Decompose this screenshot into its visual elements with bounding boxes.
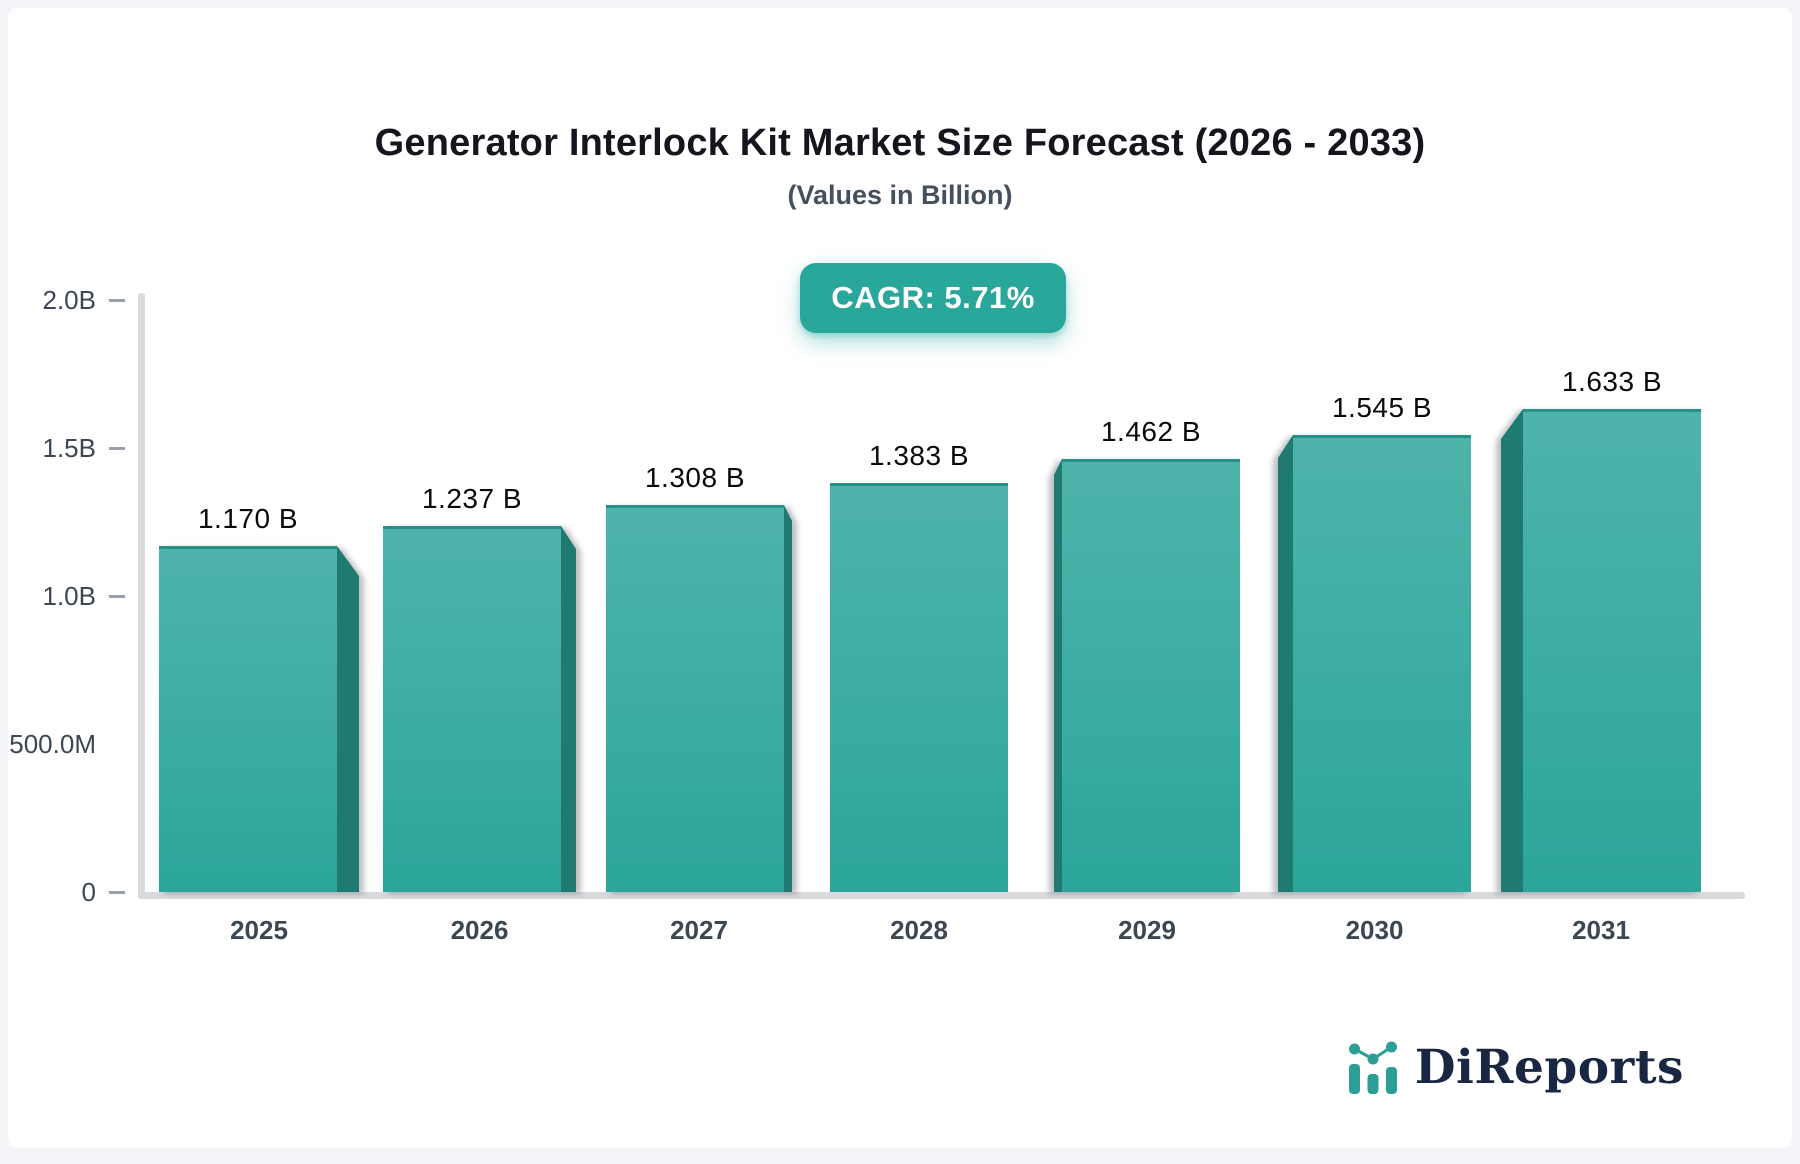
bar-2025 [159, 546, 359, 892]
y-axis-tick-label: 1.0B [42, 581, 97, 611]
bar-chart-plot-area: 2.0B 1.5B 1.0B 500.0M 0 1.170 B 2025 1.237 B 202… [8, 8, 1800, 1164]
y-axis-tick-label: 0 [81, 877, 96, 907]
x-axis-label-2026: 2026 [450, 915, 509, 945]
y-axis-tick-label: 2.0B [42, 285, 97, 315]
bar-face-2025 [159, 546, 337, 892]
bar-side-face-2029 [1054, 459, 1062, 892]
y-axis-tick-dash [109, 447, 125, 450]
bar-face-2031 [1523, 409, 1701, 892]
bar-2030 [1278, 435, 1471, 892]
bar-face-2030 [1293, 435, 1471, 892]
y-axis-tick-label: 1.5B [42, 433, 97, 463]
y-axis-line [138, 293, 145, 899]
x-axis-label-2025: 2025 [230, 915, 288, 945]
x-axis-label-2028: 2028 [890, 915, 948, 945]
bar-value-label-2025: 1.170 B [197, 503, 299, 534]
chart-title: Generator Interlock Kit Market Size Fore… [374, 122, 1426, 164]
bar-2026 [383, 526, 576, 892]
y-axis-tick-dash [109, 891, 125, 894]
bar-face-2026 [383, 526, 561, 892]
bar-side-face-2030 [1278, 435, 1293, 892]
x-axis-label-2031: 2031 [1572, 915, 1630, 945]
y-axis-tick-label: 500.0M [9, 729, 96, 759]
bar-face-2028 [830, 483, 1008, 892]
bar-side-face-2027 [784, 505, 792, 892]
bar-value-label-2029: 1.462 B [1100, 416, 1202, 447]
bar-2029 [1054, 459, 1240, 892]
x-axis-label-2030: 2030 [1345, 915, 1404, 945]
x-axis-line [138, 892, 1745, 899]
cagr-badge: CAGR: 5.71% [800, 263, 1066, 333]
y-axis-tick-dash [109, 595, 125, 598]
x-axis-label-2027: 2027 [670, 915, 728, 945]
bar-value-label-2028: 1.383 B [868, 440, 970, 471]
x-axis-label-2029: 2029 [1118, 915, 1176, 945]
bar-value-label-2030: 1.545 B [1331, 392, 1433, 423]
bar-value-label-2026: 1.237 B [421, 483, 523, 514]
y-axis-tick-dash [109, 299, 125, 302]
bar-side-face-2025 [337, 546, 359, 892]
bar-value-label-2031: 1.633 B [1561, 366, 1663, 397]
bar-value-label-2027: 1.308 B [644, 462, 746, 493]
bar-face-2027 [606, 505, 784, 892]
bar-side-face-2031 [1501, 409, 1523, 892]
bar-2028 [830, 483, 1008, 892]
bar-2027 [606, 505, 792, 892]
bar-face-2029 [1062, 459, 1240, 892]
mini-bar-chart-icon [1348, 1041, 1397, 1094]
direports-logo: DiReports [1341, 1036, 1684, 1098]
cagr-badge-label: CAGR: 5.71% [831, 280, 1035, 315]
direports-logo-text: DiReports [1414, 1039, 1684, 1095]
chart-card: Generator Interlock Kit Market Size Fore… [8, 8, 1792, 1148]
chart-subtitle: (Values in Billion) [787, 180, 1013, 210]
bar-side-face-2026 [561, 526, 576, 892]
bar-2031 [1501, 409, 1701, 892]
